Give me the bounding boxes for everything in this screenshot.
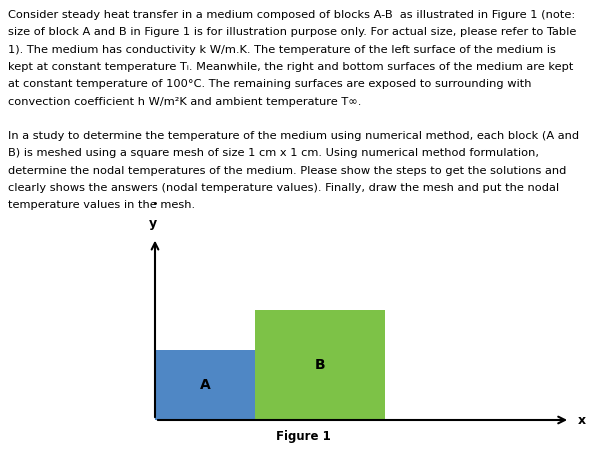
Text: 1). The medium has conductivity k W/m.K. The temperature of the left surface of : 1). The medium has conductivity k W/m.K.… xyxy=(8,45,556,54)
Text: y: y xyxy=(149,217,157,230)
Text: In a study to determine the temperature of the medium using numerical method, ea: In a study to determine the temperature … xyxy=(8,131,579,141)
Text: determine the nodal temperatures of the medium. Please show the steps to get the: determine the nodal temperatures of the … xyxy=(8,166,567,176)
Text: size of block A and B in Figure 1 is for illustration purpose only. For actual s: size of block A and B in Figure 1 is for… xyxy=(8,27,576,37)
FancyBboxPatch shape xyxy=(255,310,385,420)
Text: convection coefficient h W/m²K and ambient temperature T∞.: convection coefficient h W/m²K and ambie… xyxy=(8,97,361,107)
Text: B) is meshed using a square mesh of size 1 cm x 1 cm. Using numerical method for: B) is meshed using a square mesh of size… xyxy=(8,148,539,158)
Text: Figure 1: Figure 1 xyxy=(276,430,330,443)
Text: kept at constant temperature Tᵢ. Meanwhile, the right and bottom surfaces of the: kept at constant temperature Tᵢ. Meanwhi… xyxy=(8,62,573,72)
Text: at constant temperature of 100°C. The remaining surfaces are exposed to surround: at constant temperature of 100°C. The re… xyxy=(8,79,531,89)
Text: Consider steady heat transfer in a medium composed of blocks A-B  as illustrated: Consider steady heat transfer in a mediu… xyxy=(8,10,575,20)
Text: x: x xyxy=(578,414,586,427)
Text: clearly shows the answers (nodal temperature values). Finally, draw the mesh and: clearly shows the answers (nodal tempera… xyxy=(8,183,559,193)
Text: temperature values in the mesh.: temperature values in the mesh. xyxy=(8,200,195,211)
Text: A: A xyxy=(199,378,210,392)
FancyBboxPatch shape xyxy=(155,350,255,420)
Text: B: B xyxy=(315,358,325,372)
